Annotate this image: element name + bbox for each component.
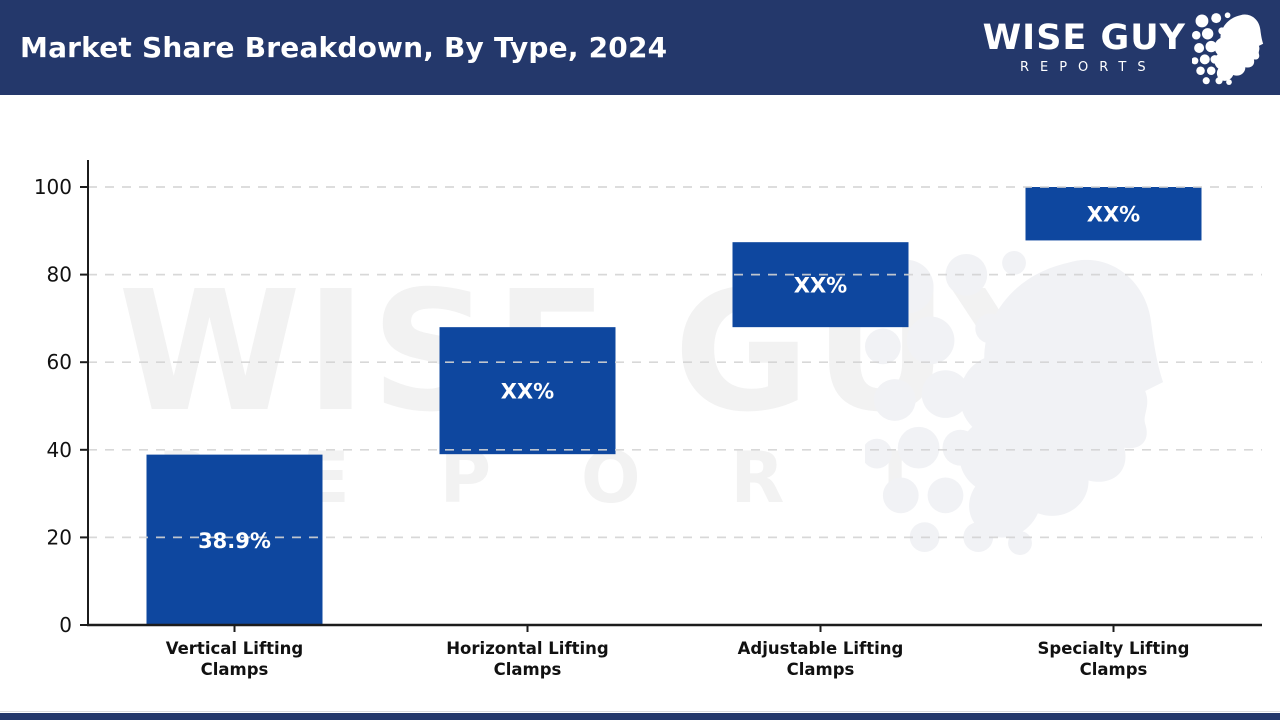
bar-label: XX% bbox=[1087, 203, 1140, 227]
x-category-label: Clamps bbox=[494, 660, 562, 679]
bar-segment bbox=[146, 454, 323, 625]
logo-head-icon bbox=[1192, 9, 1266, 87]
bar-label: XX% bbox=[794, 274, 847, 298]
x-category-label: Horizontal Lifting bbox=[446, 639, 609, 658]
bar-segment bbox=[439, 327, 616, 455]
y-tick-label: 80 bbox=[47, 263, 72, 287]
chart-title: Market Share Breakdown, By Type, 2024 bbox=[20, 31, 668, 64]
y-tick-label: 60 bbox=[47, 350, 72, 374]
x-category-label: Clamps bbox=[787, 660, 855, 679]
y-tick-label: 40 bbox=[47, 438, 72, 462]
x-category-label: Adjustable Lifting bbox=[738, 639, 904, 658]
logo-reports-label: REPORTS bbox=[1019, 60, 1157, 75]
y-tick-label: 100 bbox=[34, 175, 72, 199]
bar-label: XX% bbox=[501, 380, 554, 404]
footer-hairline bbox=[0, 711, 1280, 712]
header-bar: Market Share Breakdown, By Type, 2024 WI… bbox=[0, 0, 1280, 95]
y-tick-label: 0 bbox=[59, 613, 72, 637]
x-category-label: Specialty Lifting bbox=[1038, 639, 1190, 658]
footer-bar bbox=[0, 713, 1280, 720]
bar-segment bbox=[1025, 187, 1202, 241]
bar-label: 38.9% bbox=[198, 529, 271, 553]
x-category-label: Vertical Lifting bbox=[166, 639, 304, 658]
x-category-label: Clamps bbox=[201, 660, 269, 679]
logo-wordmark: WISE GUY bbox=[982, 18, 1186, 58]
y-tick-label: 20 bbox=[47, 525, 72, 549]
logo-text: WISE GUY REPORTS bbox=[982, 18, 1186, 75]
wise-guy-logo: WISE GUY REPORTS bbox=[983, 9, 1280, 87]
x-category-label: Clamps bbox=[1080, 660, 1148, 679]
bar-segment bbox=[732, 242, 909, 328]
